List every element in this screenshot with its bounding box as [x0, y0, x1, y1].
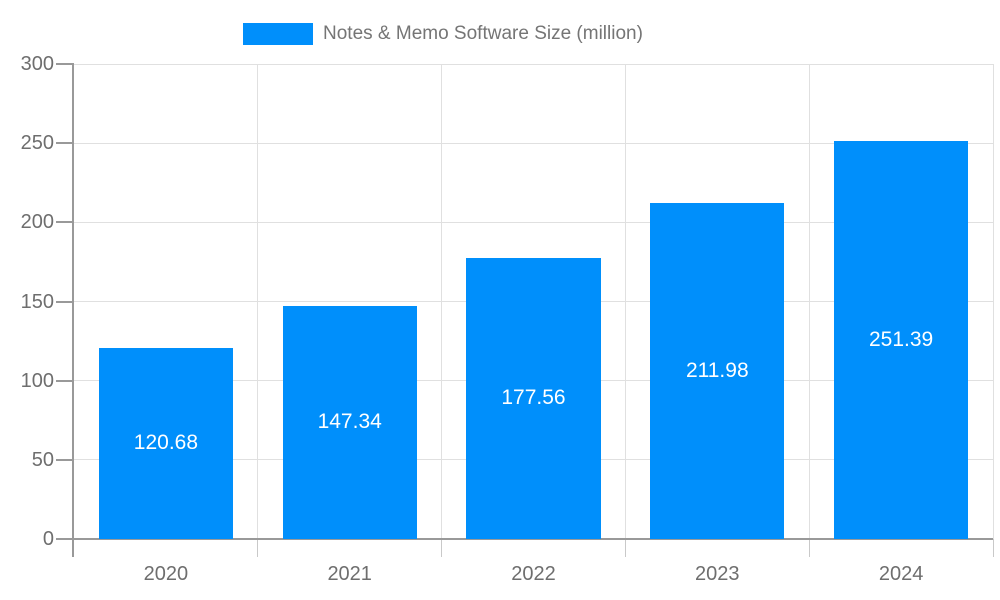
- bar-value-label: 177.56: [501, 386, 566, 410]
- y-axis-tick: [56, 221, 74, 224]
- x-axis-tick: [808, 539, 810, 557]
- y-gridline: [74, 221, 993, 223]
- y-axis-tick: [56, 538, 74, 540]
- chart-legend[interactable]: Notes & Memo Software Size (million): [243, 22, 643, 45]
- y-axis-tick: [56, 300, 74, 303]
- y-axis-line: [72, 64, 74, 557]
- legend-swatch-icon: [243, 22, 313, 45]
- bar-2024: [834, 140, 969, 539]
- y-axis-tick: [56, 142, 74, 145]
- y-gridline: [74, 142, 993, 144]
- bar-2023: [650, 203, 785, 539]
- x-axis-line: [72, 538, 993, 540]
- y-tick-label: 250: [20, 132, 54, 155]
- x-axis-tick: [992, 539, 994, 557]
- y-tick-label: 200: [20, 211, 54, 234]
- y-tick-label: 0: [42, 528, 54, 550]
- y-axis-tick: [56, 63, 74, 65]
- x-gridline: [992, 64, 994, 539]
- bar-2022: [466, 257, 601, 539]
- bar-value-label: 120.68: [133, 431, 199, 455]
- y-tick-label: 50: [31, 448, 54, 471]
- y-axis-tick: [56, 458, 74, 461]
- x-tick-label: 2020: [143, 563, 189, 585]
- bar-2021: [282, 305, 417, 539]
- y-gridline: [74, 63, 993, 65]
- x-gridline: [441, 64, 443, 539]
- legend-label: Notes & Memo Software Size (million): [323, 23, 643, 44]
- y-tick-label: 150: [20, 290, 54, 313]
- x-gridline: [808, 64, 810, 539]
- x-tick-label: 2023: [695, 563, 740, 585]
- bar-value-label: 147.34: [317, 410, 382, 434]
- x-gridline: [257, 64, 259, 539]
- bar-value-label: 211.98: [685, 359, 749, 383]
- bar-value-label: 251.39: [868, 327, 934, 351]
- bar-2020: [98, 347, 233, 539]
- y-axis-tick: [56, 379, 74, 382]
- y-tick-label: 100: [20, 369, 54, 392]
- x-axis-tick: [624, 539, 626, 557]
- x-axis-tick: [257, 539, 259, 557]
- x-tick-label: 2024: [878, 563, 924, 585]
- x-tick-label: 2022: [511, 563, 556, 585]
- x-tick-label: 2021: [327, 563, 372, 585]
- y-tick-label: 300: [20, 53, 54, 75]
- x-gridline: [624, 64, 626, 539]
- x-axis-tick: [441, 539, 443, 557]
